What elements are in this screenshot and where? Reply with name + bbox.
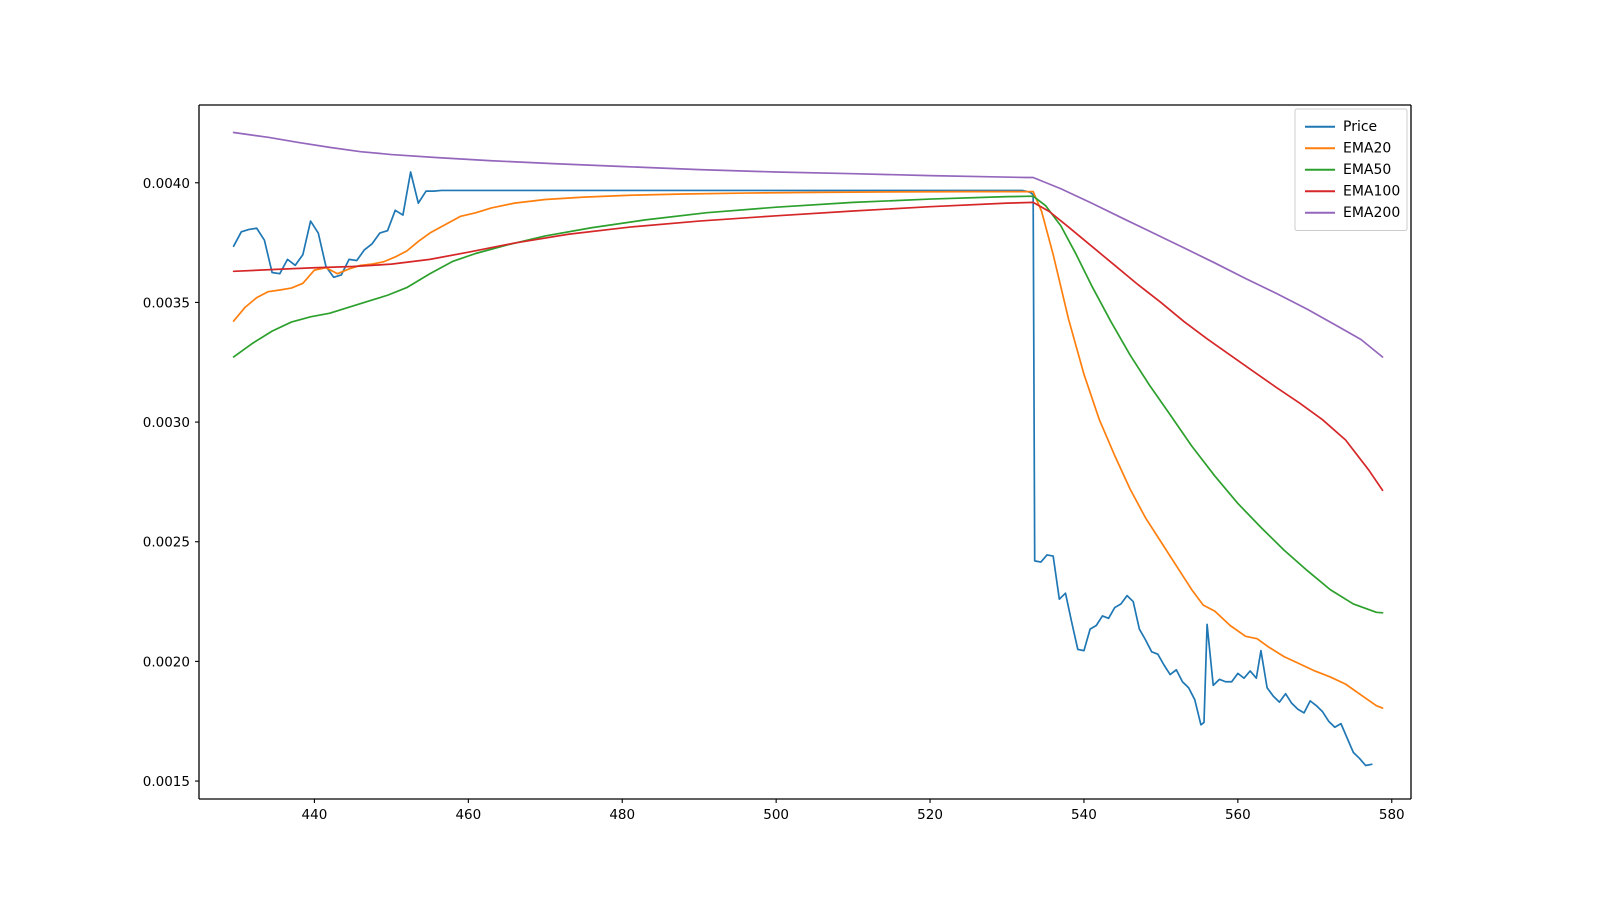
legend-label-ema200: EMA200 bbox=[1343, 205, 1400, 221]
y-tick-label: 0.0015 bbox=[143, 774, 190, 790]
y-tick-label: 0.0040 bbox=[143, 176, 190, 192]
legend-label-ema20: EMA20 bbox=[1343, 140, 1391, 156]
legend-label-ema100: EMA100 bbox=[1343, 183, 1400, 199]
x-tick-label: 560 bbox=[1225, 807, 1251, 823]
x-tick-label: 460 bbox=[455, 807, 481, 823]
y-tick-label: 0.0035 bbox=[143, 295, 190, 311]
x-tick-label: 480 bbox=[609, 807, 635, 823]
y-tick-label: 0.0025 bbox=[143, 535, 190, 551]
chart-legend[interactable]: Price EMA20 EMA50 EMA100 EMA200 bbox=[1294, 108, 1408, 231]
x-tick-label: 520 bbox=[917, 807, 943, 823]
legend-label-ema50: EMA50 bbox=[1343, 162, 1391, 178]
x-tick-label: 500 bbox=[763, 807, 789, 823]
x-tick-label: 440 bbox=[302, 807, 328, 823]
series-line-ema20 bbox=[232, 190, 1384, 709]
y-tick-label: 0.0020 bbox=[143, 654, 190, 670]
axes: 0.0015 0.0020 0.0025 0.0030 0.0035 0.0040 440 4… bbox=[143, 104, 1412, 823]
series-line-ema50 bbox=[232, 195, 1384, 614]
data-series-group bbox=[232, 131, 1384, 767]
legend-background bbox=[1294, 108, 1408, 231]
legend-label-price: Price bbox=[1343, 119, 1377, 135]
series-line-ema100 bbox=[232, 201, 1384, 492]
x-tick-label: 540 bbox=[1071, 807, 1097, 823]
series-line-ema200 bbox=[232, 131, 1384, 358]
x-tick-label: 580 bbox=[1379, 807, 1405, 823]
series-line-price bbox=[232, 171, 1373, 767]
y-tick-label: 0.0030 bbox=[143, 415, 190, 431]
